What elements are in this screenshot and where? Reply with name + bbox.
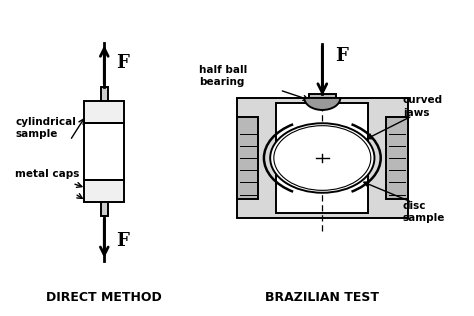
Text: F: F: [116, 54, 129, 71]
Circle shape: [270, 123, 374, 193]
Text: F: F: [336, 47, 348, 65]
Polygon shape: [276, 103, 368, 213]
Polygon shape: [100, 202, 108, 216]
Polygon shape: [100, 87, 108, 101]
Polygon shape: [84, 101, 124, 123]
Polygon shape: [84, 123, 124, 180]
Text: DIRECT METHOD: DIRECT METHOD: [46, 290, 162, 304]
Text: curved
jaws: curved jaws: [403, 95, 443, 118]
Polygon shape: [237, 98, 408, 218]
Wedge shape: [304, 98, 340, 110]
Text: metal caps: metal caps: [15, 169, 80, 179]
Polygon shape: [386, 117, 408, 199]
Text: disc
sample: disc sample: [403, 201, 445, 223]
Polygon shape: [84, 180, 124, 202]
Text: half ball
bearing: half ball bearing: [199, 65, 247, 87]
Text: cylindrical
sample: cylindrical sample: [15, 117, 76, 139]
Polygon shape: [237, 117, 258, 199]
Polygon shape: [309, 94, 336, 98]
Text: F: F: [116, 232, 129, 250]
Text: BRAZILIAN TEST: BRAZILIAN TEST: [265, 290, 379, 304]
